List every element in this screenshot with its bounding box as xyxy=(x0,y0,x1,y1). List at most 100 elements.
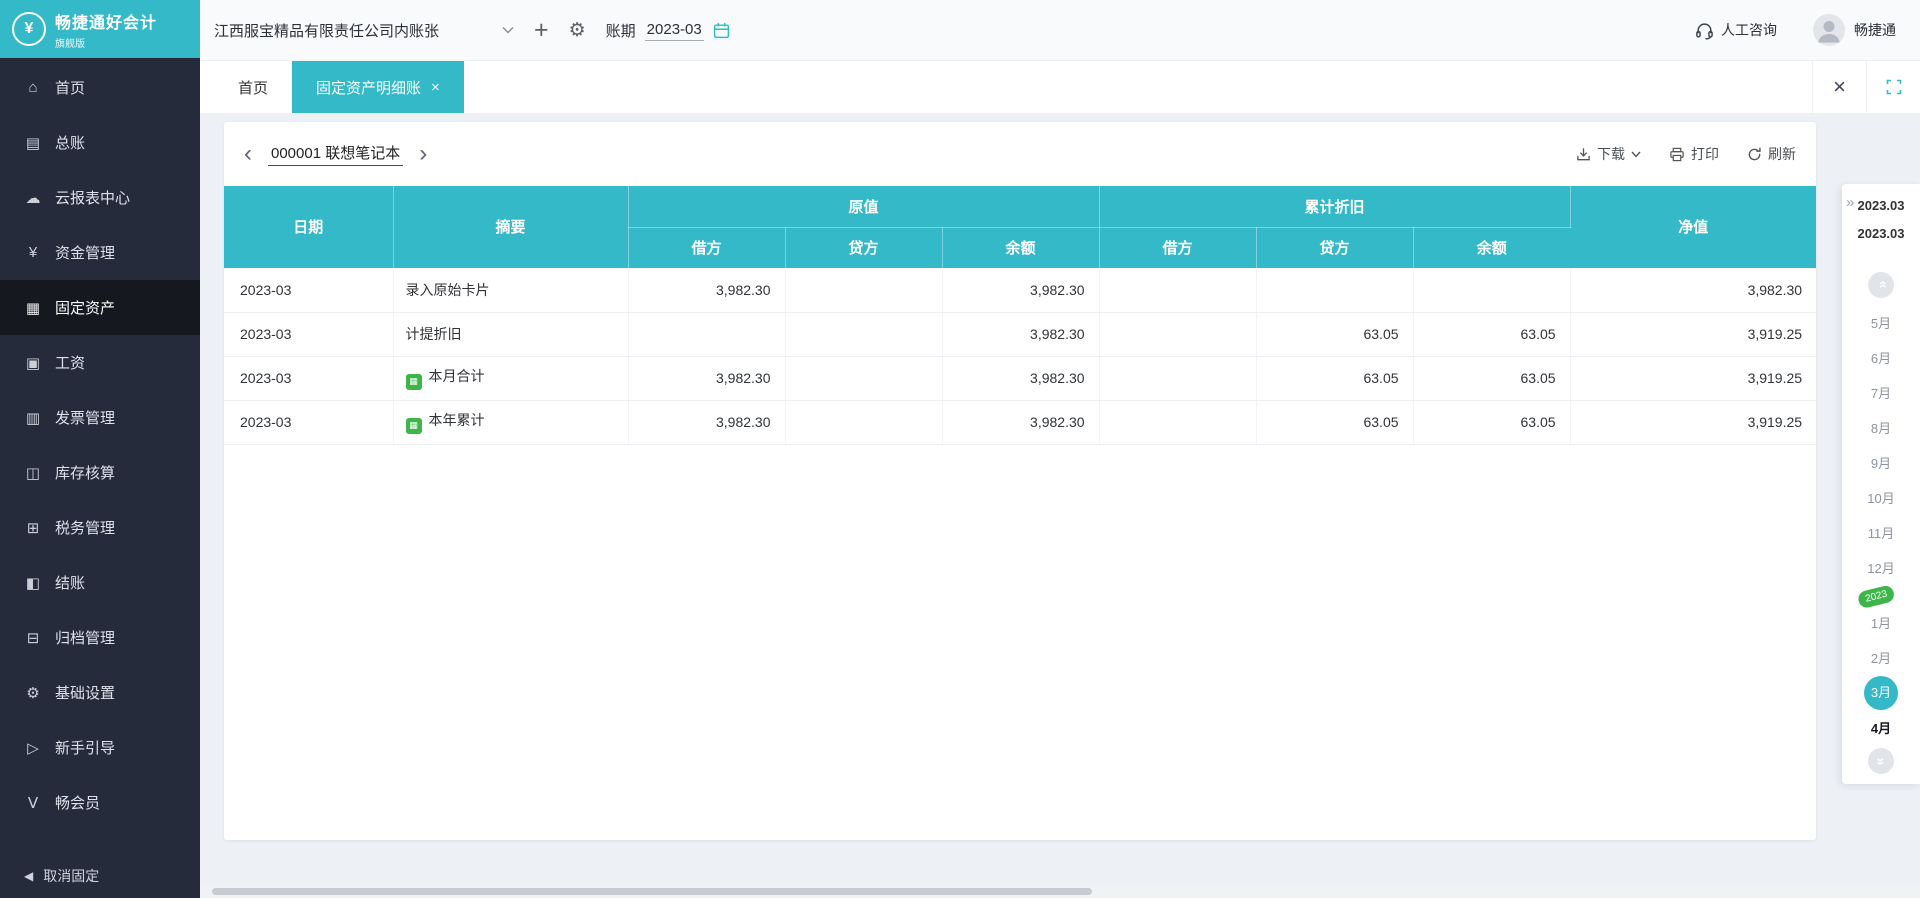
month-item[interactable]: 11月 xyxy=(1867,526,1895,541)
tab-home[interactable]: 首页 xyxy=(214,61,292,113)
cell-accumulated-debit xyxy=(1099,400,1257,445)
sidebar-item-cloud-report[interactable]: ☁ 云报表中心 xyxy=(0,170,200,225)
table-row[interactable]: 2023-03 录入原始卡片 3,982.30 3,982.30 3,982.30 xyxy=(224,268,1816,313)
next-asset-button[interactable]: › xyxy=(419,140,428,167)
cell-net: 3,919.25 xyxy=(1570,400,1816,445)
cell-date: 2023-03 xyxy=(224,356,394,401)
sidebar-item-label: 总账 xyxy=(55,135,86,152)
cell-original-credit xyxy=(785,400,943,445)
tab-label: 首页 xyxy=(238,79,269,97)
month-item[interactable]: 6月 xyxy=(1870,351,1892,366)
collapse-panel-icon[interactable]: » xyxy=(1846,194,1855,211)
sidebar-item-invoice[interactable]: ▥ 发票管理 xyxy=(0,390,200,445)
month-item[interactable]: 8月 xyxy=(1870,421,1892,436)
month-item[interactable]: 7月 xyxy=(1870,386,1892,401)
col-header-date: 日期 xyxy=(224,186,394,269)
chevron-down-icon: » xyxy=(1872,757,1889,765)
cell-net: 3,919.25 xyxy=(1570,312,1816,357)
cell-accumulated-balance xyxy=(1413,268,1571,313)
table-row[interactable]: 2023-03 计提折旧 3,982.30 63.05 63.05 3,919.25 xyxy=(224,312,1816,357)
sidebar-item-label: 首页 xyxy=(55,80,86,97)
user-name: 畅捷通 xyxy=(1854,22,1896,38)
month-item[interactable]: 5月 xyxy=(1870,316,1892,331)
scroll-down-button[interactable]: » xyxy=(1868,748,1894,774)
period-end: 2023.03 xyxy=(1857,226,1905,241)
col-header-original-debit: 借方 xyxy=(628,227,786,269)
sidebar-item-ledger[interactable]: ▤ 总账 xyxy=(0,115,200,170)
cell-net: 3,982.30 xyxy=(1570,268,1816,313)
add-button[interactable]: + xyxy=(534,15,549,44)
sidebar-item-payroll[interactable]: ▣ 工资 xyxy=(0,335,200,390)
content-area: ‹ 000001 联想笔记本 › 下载 打印 xyxy=(200,113,1920,898)
table-body: 2023-03 录入原始卡片 3,982.30 3,982.30 3,982.30 202… xyxy=(224,268,1816,445)
table-row[interactable]: 2023-03 ▦ 本年累计 3,982.30 3,982.30 63.05 63.05 3,… xyxy=(224,400,1816,445)
refresh-button[interactable]: 刷新 xyxy=(1747,144,1796,164)
period-selector[interactable]: 账期 2023-03 xyxy=(606,20,730,41)
company-selector[interactable]: 江西服宝精品有限责任公司内账张 xyxy=(214,20,514,41)
asset-label[interactable]: 000001 联想笔记本 xyxy=(268,142,404,166)
sidebar-item-member[interactable]: Ⅴ 畅会员 xyxy=(0,775,200,830)
sidebar-nav: ⌂ 首页 ▤ 总账 ☁ 云报表中心 ¥ 资金管理 ▦ 固定资产 ▣ 工资 ▥ 发票管理 ◫ 库存核算 ⊞ 税务管理… xyxy=(0,58,200,830)
download-button[interactable]: 下载 xyxy=(1576,144,1641,164)
month-item[interactable]: 2月 xyxy=(1870,651,1892,666)
sidebar-item-home[interactable]: ⌂ 首页 xyxy=(0,60,200,115)
sidebar-item-tax[interactable]: ⊞ 税务管理 xyxy=(0,500,200,555)
month-item[interactable]: 3月 xyxy=(1864,676,1898,710)
cell-original-credit xyxy=(785,356,943,401)
cell-accumulated-balance: 63.05 xyxy=(1413,356,1571,401)
sidebar-item-closing[interactable]: ◧ 结账 xyxy=(0,555,200,610)
table-header: 日期 摘要 原值 累计折旧 净值 借方 贷方 余额 借方 贷方 余额 xyxy=(224,186,1816,269)
cell-accumulated-credit: 63.05 xyxy=(1256,312,1414,357)
summary-text: 本月合计 xyxy=(428,368,485,385)
cell-original-balance: 3,982.30 xyxy=(942,312,1100,357)
sidebar-item-guide[interactable]: ▷ 新手引导 xyxy=(0,720,200,775)
prev-asset-button[interactable]: ‹ xyxy=(244,140,252,167)
guide-icon: ▷ xyxy=(27,739,39,757)
sidebar-item-archive[interactable]: ⊟ 归档管理 xyxy=(0,610,200,665)
cell-summary: 计提折旧 xyxy=(393,312,629,357)
cell-original-credit xyxy=(785,312,943,357)
close-tabs-button[interactable]: × xyxy=(1812,61,1866,113)
sidebar-item-label: 云报表中心 xyxy=(55,190,131,207)
sidebar-item-inventory[interactable]: ◫ 库存核算 xyxy=(0,445,200,500)
sidebar-item-label: 发票管理 xyxy=(55,410,116,427)
horizontal-scrollbar[interactable] xyxy=(200,885,1920,898)
fullscreen-button[interactable] xyxy=(1866,61,1920,113)
month-item[interactable]: 4月 xyxy=(1870,721,1892,736)
month-item[interactable]: 10月 xyxy=(1867,491,1895,506)
month-item[interactable]: 12月 xyxy=(1867,561,1895,576)
cell-date: 2023-03 xyxy=(224,400,394,445)
period-timeline-panel: » 2023.03 2023.03 » 5月 6月 7月 8月 9月 10月 11月 12月 2… xyxy=(1842,184,1920,784)
inventory-icon: ◫ xyxy=(25,464,41,482)
period-value[interactable]: 2023-03 xyxy=(644,20,704,41)
ledger-icon: ▤ xyxy=(25,134,41,152)
support-button[interactable]: 人工咨询 xyxy=(1695,20,1777,40)
refresh-icon xyxy=(1748,147,1761,160)
cell-accumulated-debit xyxy=(1099,356,1257,401)
gear-icon[interactable]: ⚙ xyxy=(568,19,586,41)
unpin-sidebar-button[interactable]: ◀ 取消固定 xyxy=(0,854,200,898)
month-item[interactable]: 9月 xyxy=(1870,456,1892,471)
sidebar-item-funds[interactable]: ¥ 资金管理 xyxy=(0,225,200,280)
sidebar-item-fixed-assets[interactable]: ▦ 固定资产 xyxy=(0,280,200,335)
cell-original-debit xyxy=(628,312,786,357)
month-item[interactable]: 1月 xyxy=(1870,616,1892,631)
sidebar-item-label: 归档管理 xyxy=(55,630,116,647)
calendar-icon[interactable] xyxy=(713,22,730,39)
window-controls: × xyxy=(1812,61,1920,113)
close-icon: × xyxy=(1833,74,1846,99)
download-label: 下载 xyxy=(1597,146,1625,162)
scrollbar-thumb[interactable] xyxy=(212,888,1092,895)
tab-fixed-asset-detail-ledger[interactable]: 固定资产明细账 × xyxy=(292,61,464,113)
scroll-up-button[interactable]: » xyxy=(1868,272,1894,298)
card-toolbar: ‹ 000001 联想笔记本 › 下载 打印 xyxy=(224,122,1816,186)
ledger-card: ‹ 000001 联想笔记本 › 下载 打印 xyxy=(224,122,1816,840)
table-row[interactable]: 2023-03 ▦ 本月合计 3,982.30 3,982.30 63.05 63.05 3,… xyxy=(224,356,1816,401)
cell-date: 2023-03 xyxy=(224,312,394,357)
member-icon: Ⅴ xyxy=(27,794,39,812)
tab-close-icon[interactable]: × xyxy=(431,78,440,96)
user-menu[interactable]: 畅捷通 xyxy=(1813,14,1896,46)
sidebar-item-settings[interactable]: ⚙ 基础设置 xyxy=(0,665,200,720)
tab-bar: 首页 固定资产明细账 × × xyxy=(200,61,1920,113)
print-button[interactable]: 打印 xyxy=(1669,144,1719,164)
